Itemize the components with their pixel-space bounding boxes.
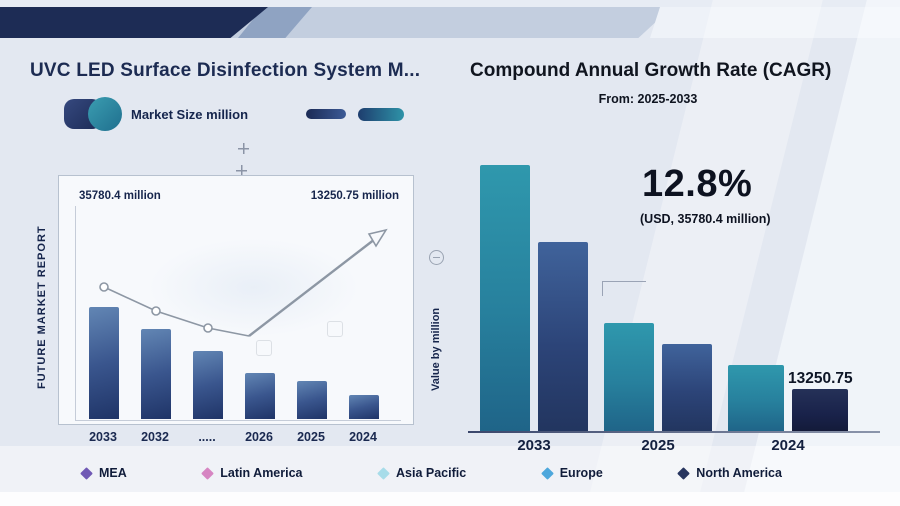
plus-decoration-icon <box>238 143 249 154</box>
left-bar-2026 <box>245 373 275 419</box>
cagr-subtitle: From: 2025-2033 <box>598 92 698 106</box>
left-x-label: 2032 <box>141 430 169 444</box>
right-bar-2025-series-a <box>604 323 654 432</box>
left-chart-title: UVC LED Surface Disinfection System M... <box>30 60 421 81</box>
trend-line-arrow <box>99 228 388 337</box>
legend-label: North America <box>696 466 782 480</box>
bracket-decoration <box>602 281 646 296</box>
cagr-x-labels: 2033 2025 2024 <box>480 437 848 454</box>
left-bar-2032 <box>141 329 171 419</box>
diamond-icon <box>677 466 691 480</box>
market-size-legend: Market Size million <box>64 96 405 132</box>
left-x-label: 2024 <box>349 430 377 444</box>
bottom-band-shape <box>0 446 900 492</box>
diamond-icon <box>540 466 554 480</box>
right-bar-2033-series-a <box>480 165 530 432</box>
left-bar-2025 <box>297 381 327 419</box>
left-bar-2033 <box>89 307 119 419</box>
plus-decoration-icon <box>236 165 247 176</box>
chart-annotation-right: 13250.75 million <box>310 190 399 202</box>
right-bar-2033-series-b <box>538 242 588 432</box>
cagr-baseline <box>468 431 880 433</box>
right-x-label: 2025 <box>641 437 675 454</box>
two-tone-chart-icon <box>64 97 122 131</box>
right-x-label: 2033 <box>517 437 551 454</box>
market-size-bars <box>89 307 379 419</box>
teal-circle-icon <box>88 97 122 131</box>
left-x-label: 2026 <box>245 430 273 444</box>
right-bar-2024-series-b <box>792 389 848 432</box>
right-bar-group-2025 <box>604 323 712 432</box>
diamond-icon <box>201 466 215 480</box>
diamond-icon <box>377 466 390 480</box>
watermark-icon <box>256 340 272 356</box>
top-edge-strip <box>0 0 900 7</box>
legend-item-north-america: North America <box>677 466 782 480</box>
bar-value-label: 13250.75 <box>788 370 853 387</box>
right-bar-2024-series-a <box>728 365 784 432</box>
market-size-label: Market Size million <box>131 106 249 122</box>
legend-item-europe: Europe <box>540 466 603 480</box>
legend-label: Europe <box>559 466 603 480</box>
teal-pill-icon <box>358 107 405 121</box>
y-axis-line <box>75 206 76 421</box>
corner-navy-shape <box>0 7 268 38</box>
chart-annotation-left: 35780.4 million <box>79 190 161 202</box>
cagr-value: 12.8% <box>642 163 753 205</box>
left-chart-x-labels: 2033 2032..... 2026 2025 2024 <box>88 430 378 444</box>
legend-item-mea: MEA <box>80 466 127 480</box>
region-legend: MEA Latin America Asia Pacific Europe North … <box>80 466 782 480</box>
left-bar-2024 <box>349 395 379 419</box>
minus-dash <box>433 256 440 259</box>
navy-pill-icon <box>306 109 347 119</box>
left-x-label: 2033 <box>89 430 117 444</box>
market-size-chart: 35780.4 million 13250.75 million <box>58 175 414 425</box>
x-axis-line <box>75 420 401 421</box>
left-x-label: 2025 <box>297 430 325 444</box>
cagr-bar-groups <box>480 165 848 432</box>
y-axis-title: Value by million <box>430 307 442 391</box>
legend-label: Latin America <box>220 466 303 480</box>
right-x-label: 2024 <box>771 437 805 454</box>
legend-label: Asia Pacific <box>396 466 467 480</box>
watermark-icon <box>327 321 343 337</box>
left-bar-..... <box>193 351 223 419</box>
cagr-caption: (USD, 35780.4 million) <box>640 212 771 226</box>
diamond-icon <box>80 466 93 480</box>
bottom-strip-shape <box>0 492 900 506</box>
left-x-label: ..... <box>198 430 216 444</box>
cagr-title: Compound Annual Growth Rate (CAGR) <box>470 60 832 81</box>
future-market-report-watermark: FUTURE MARKET REPORT <box>36 225 48 389</box>
right-bar-2025-series-b <box>662 344 712 432</box>
right-bar-group-2033 <box>480 165 588 432</box>
legend-item-latin-america: Latin America <box>201 466 303 480</box>
circle-minus-icon <box>429 250 444 265</box>
legend-item-asia-pacific: Asia Pacific <box>377 466 467 480</box>
right-bar-group-2024 <box>728 365 848 432</box>
legend-label: MEA <box>99 466 127 480</box>
